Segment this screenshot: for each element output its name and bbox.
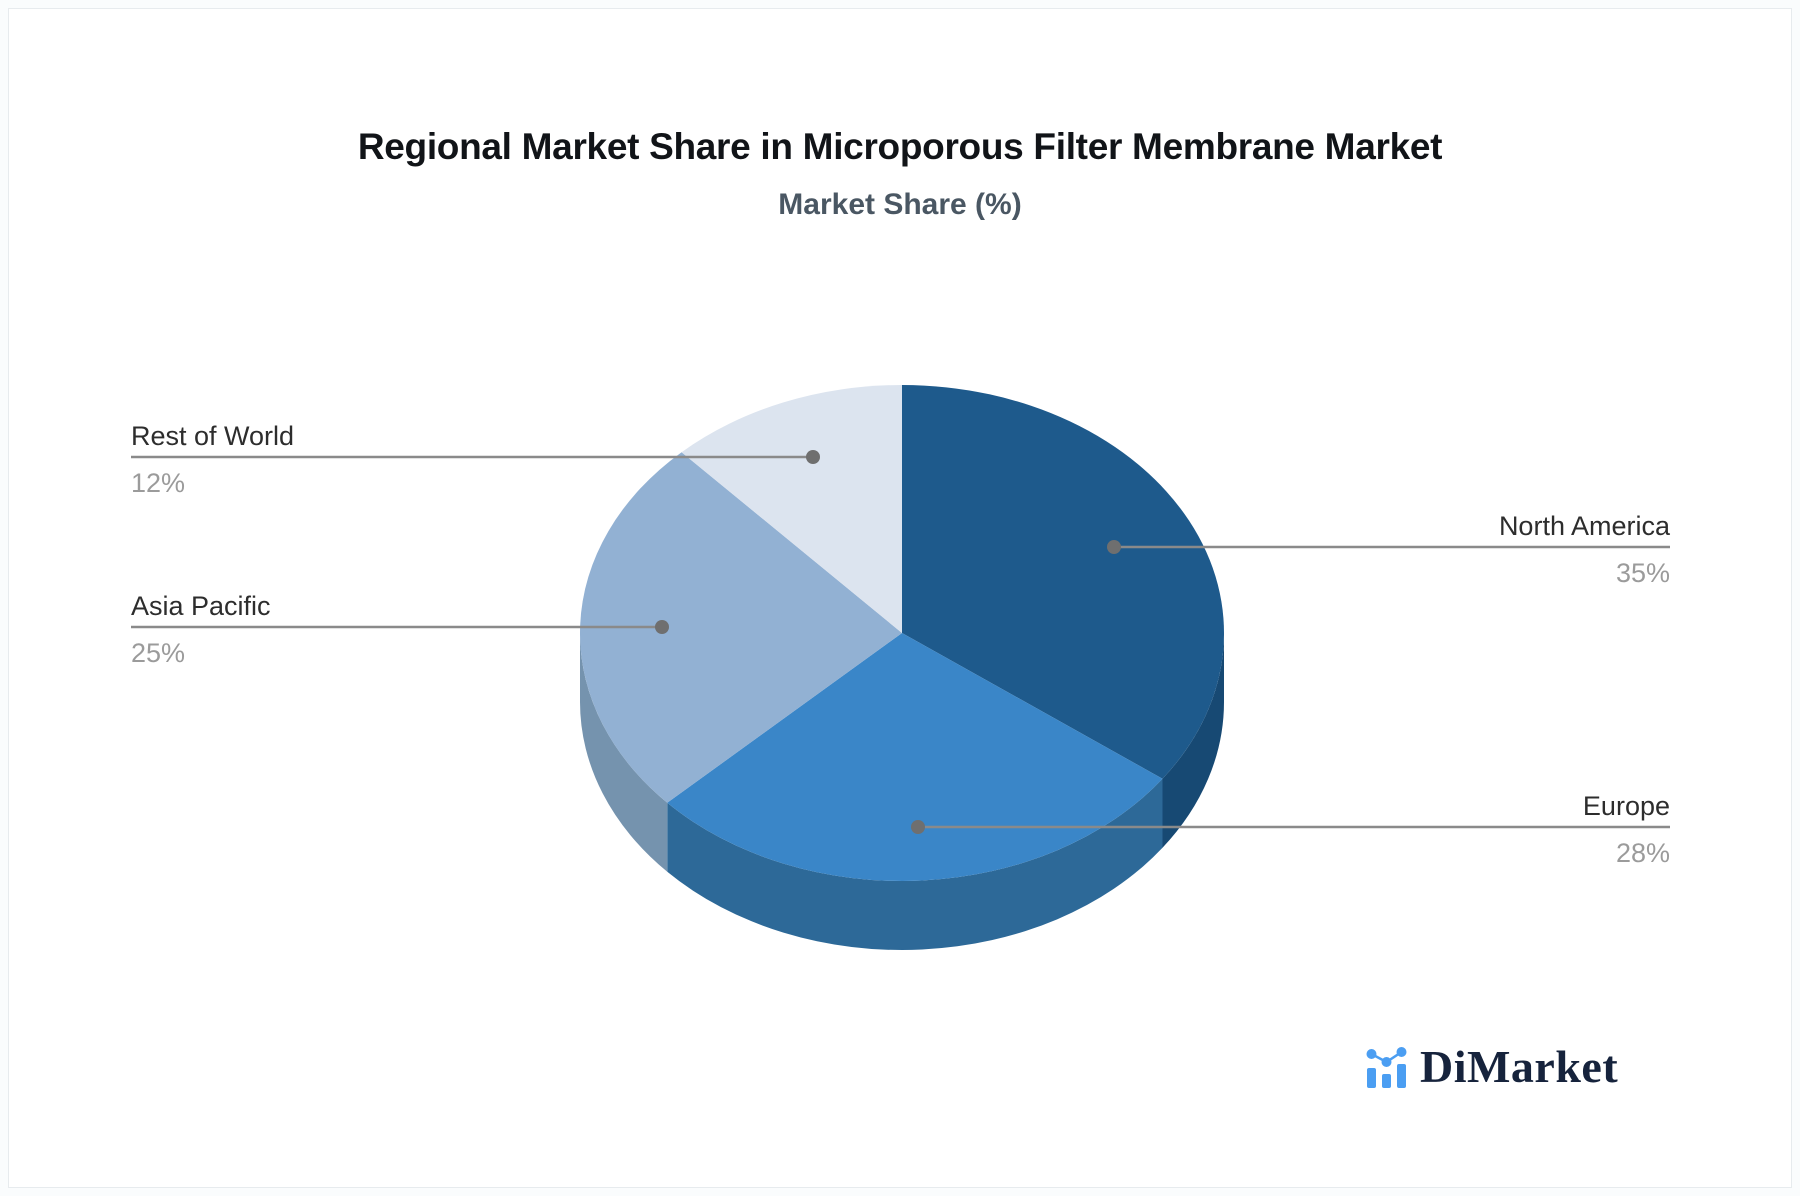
leader-dot-north-america	[1107, 540, 1121, 554]
dimarket-logo-icon	[1366, 1047, 1407, 1088]
dimarket-logo-text: DiMarket	[1420, 1041, 1619, 1092]
pie-rim-asia-pacific	[580, 633, 668, 872]
pie-slice-rest-of-world[interactable]	[681, 385, 902, 633]
chart-title: Regional Market Share in Microporous Fil…	[357, 126, 1443, 167]
slice-value-rest-of-world: 12%	[131, 468, 186, 498]
leader-dot-asia-pacific	[655, 620, 669, 634]
slice-label-north-america: North America	[1498, 511, 1670, 541]
pie-slice-north-america[interactable]	[902, 385, 1224, 779]
pie-slice-asia-pacific[interactable]	[580, 452, 902, 803]
dimarket-logo: DiMarket	[1360, 1038, 1660, 1098]
slice-value-north-america: 35%	[1615, 558, 1670, 588]
slice-label-asia-pacific: Asia Pacific	[131, 591, 271, 621]
pie-rim-europe	[667, 778, 1163, 950]
leader-dot-rest-of-world	[806, 450, 820, 464]
pie-slice-europe[interactable]	[667, 633, 1163, 881]
slice-value-asia-pacific: 25%	[131, 638, 186, 668]
chart-subtitle: Market Share (%)	[778, 188, 1022, 221]
slice-value-europe: 28%	[1615, 838, 1670, 868]
leader-dot-europe	[911, 820, 925, 834]
pie-rim-north-america	[1162, 633, 1224, 848]
slice-label-rest-of-world: Rest of World	[131, 421, 295, 451]
slice-label-europe: Europe	[1582, 791, 1670, 821]
